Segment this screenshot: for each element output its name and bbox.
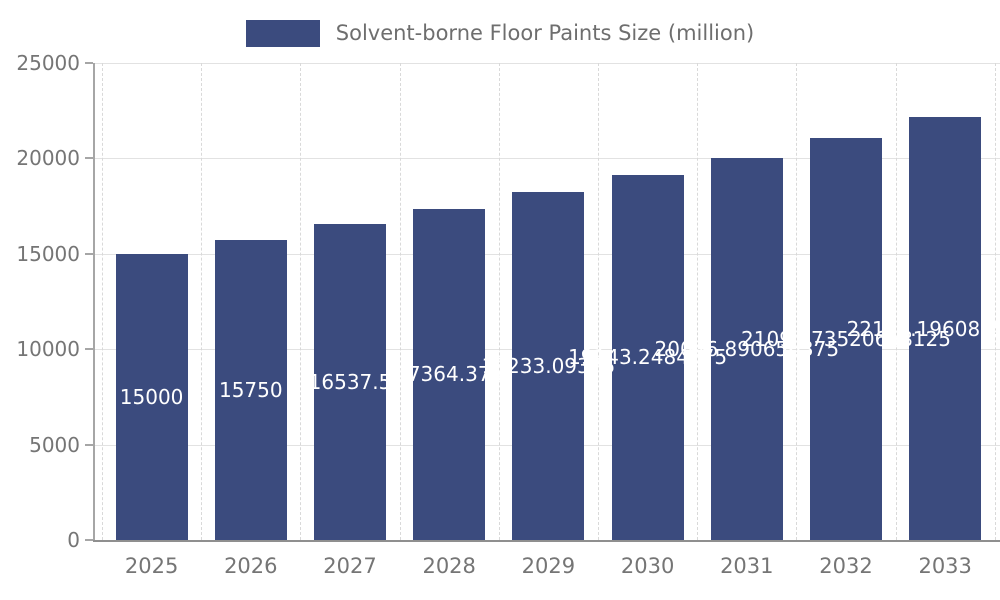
legend: Solvent-borne Floor Paints Size (million… [0,16,1000,50]
gridline-horizontal [95,158,1000,160]
plot-area: 15000 15750 16537.5 17364.375 18233.09375 191… [95,63,1000,540]
gridline-vertical [994,63,996,540]
bar-value-label: 20046.890656375 [654,336,840,361]
y-tick-mark [85,539,93,541]
bar-2028 [413,208,486,540]
x-tick-label: 2025 [124,554,179,578]
bar-2032 [810,137,882,540]
legend-label: Solvent-borne Floor Paints Size (million… [335,21,755,45]
gridline-vertical [201,63,203,540]
gridline-vertical [796,63,798,540]
y-tick-label: 25000 [16,51,80,75]
bar-2031 [710,157,783,540]
bar-value-label: 19143.2484375 [568,345,728,370]
legend-swatch [245,19,320,47]
y-tick-mark [85,443,93,446]
x-tick-label: 2029 [521,554,576,578]
gridline-vertical [300,63,302,540]
y-tick-mark [85,348,93,351]
bar-2027 [314,224,386,540]
bar-2026 [214,239,287,540]
bar-2030 [611,174,684,540]
y-tick-label: 0 [67,528,80,552]
x-tick-label: 2028 [422,554,476,578]
bar-value-label: 16537.5 [308,370,392,395]
gridline-vertical [102,63,103,540]
x-tick-label: 2032 [819,554,873,578]
y-tick-label: 5000 [29,432,80,457]
y-tick-mark [85,157,93,160]
y-tick-mark [85,252,93,255]
gridline-horizontal [95,63,1000,64]
y-tick-label: 10000 [16,337,80,362]
bar-2025 [115,253,188,540]
gridline-vertical [895,63,897,540]
bar-2029 [512,192,585,540]
y-tick-label: 15000 [16,241,80,266]
bar-2033 [909,117,982,540]
bar-value-label: 18233.09375 [481,354,616,379]
bar-value-label: 17364.375 [395,362,504,387]
x-tick-label: 2027 [323,554,377,578]
x-tick-label: 2031 [720,554,774,578]
bar-value-label: 15750 [218,377,283,402]
gridline-vertical [498,63,500,540]
bar-value-label: 21094.73520658125 [741,326,951,351]
y-tick-label: 20000 [16,146,80,171]
x-tick-label: 2026 [224,554,278,578]
y-axis-line [93,63,95,542]
y-tick-mark [85,62,93,64]
x-tick-label: 2033 [918,554,972,578]
bar-value-label: 22168.1960815625 [846,316,1000,341]
x-tick-label: 2030 [620,554,675,578]
x-axis-line [93,540,1000,542]
gridline-vertical [697,63,699,540]
gridline-vertical [399,63,401,540]
gridline-vertical [598,63,599,540]
bar-value-label: 15000 [119,384,184,409]
